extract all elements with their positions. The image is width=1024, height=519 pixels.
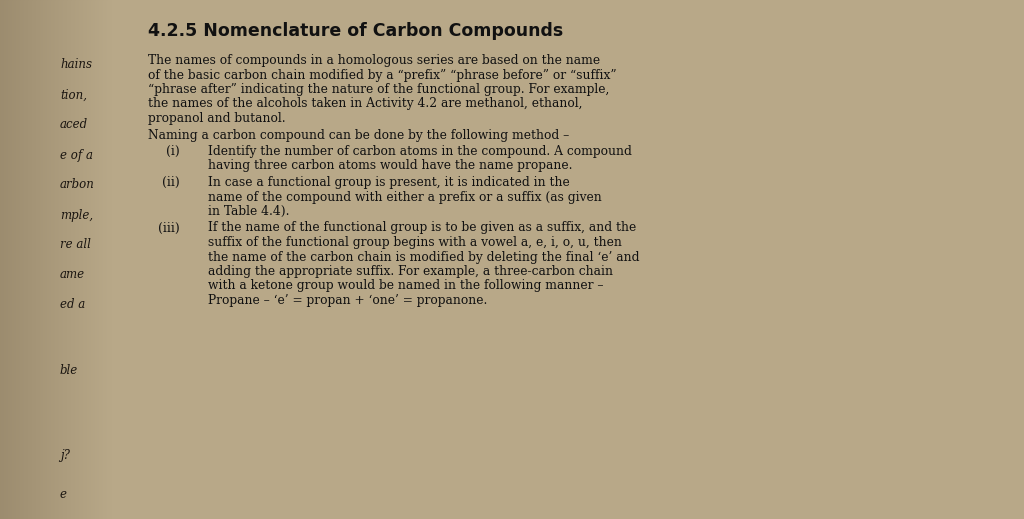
Text: Naming a carbon compound can be done by the following method –: Naming a carbon compound can be done by … [148, 129, 569, 142]
Text: (i): (i) [166, 145, 180, 158]
Text: 4.2.5 Nomenclature of Carbon Compounds: 4.2.5 Nomenclature of Carbon Compounds [148, 22, 563, 40]
Text: with a ketone group would be named in the following manner –: with a ketone group would be named in th… [208, 280, 603, 293]
Text: name of the compound with either a prefix or a suffix (as given: name of the compound with either a prefi… [208, 190, 602, 203]
Text: having three carbon atoms would have the name propane.: having three carbon atoms would have the… [208, 159, 572, 172]
Text: The names of compounds in a homologous series are based on the name: The names of compounds in a homologous s… [148, 54, 600, 67]
Text: tion,: tion, [60, 89, 87, 102]
Text: adding the appropriate suffix. For example, a three-carbon chain: adding the appropriate suffix. For examp… [208, 265, 613, 278]
Text: ame: ame [60, 268, 85, 281]
Text: arbon: arbon [60, 179, 95, 192]
Text: aced: aced [60, 118, 88, 131]
Text: Identify the number of carbon atoms in the compound. A compound: Identify the number of carbon atoms in t… [208, 145, 632, 158]
Text: In case a functional group is present, it is indicated in the: In case a functional group is present, i… [208, 176, 569, 189]
Text: hains: hains [60, 59, 92, 72]
Text: ed a: ed a [60, 298, 85, 311]
Text: Propane – ‘e’ = propan + ‘one’ = propanone.: Propane – ‘e’ = propan + ‘one’ = propano… [208, 294, 487, 307]
Text: propanol and butanol.: propanol and butanol. [148, 112, 286, 125]
Text: (iii): (iii) [158, 222, 180, 235]
Text: “phrase after” indicating the nature of the functional group. For example,: “phrase after” indicating the nature of … [148, 83, 609, 96]
Text: in Table 4.4).: in Table 4.4). [208, 205, 290, 218]
Text: mple,: mple, [60, 209, 93, 222]
Text: If the name of the functional group is to be given as a suffix, and the: If the name of the functional group is t… [208, 222, 636, 235]
Text: the name of the carbon chain is modified by deleting the final ‘e’ and: the name of the carbon chain is modified… [208, 251, 640, 264]
Text: e: e [60, 488, 67, 501]
Text: suffix of the functional group begins with a vowel a, e, i, o, u, then: suffix of the functional group begins wi… [208, 236, 622, 249]
Text: e of a: e of a [60, 148, 93, 161]
Text: j?: j? [60, 448, 70, 461]
Text: of the basic carbon chain modified by a “prefix” “phrase before” or “suffix”: of the basic carbon chain modified by a … [148, 69, 616, 81]
Text: (ii): (ii) [162, 176, 180, 189]
Text: re all: re all [60, 239, 91, 252]
Text: the names of the alcohols taken in Activity 4.2 are methanol, ethanol,: the names of the alcohols taken in Activ… [148, 98, 583, 111]
Text: ble: ble [60, 363, 78, 376]
